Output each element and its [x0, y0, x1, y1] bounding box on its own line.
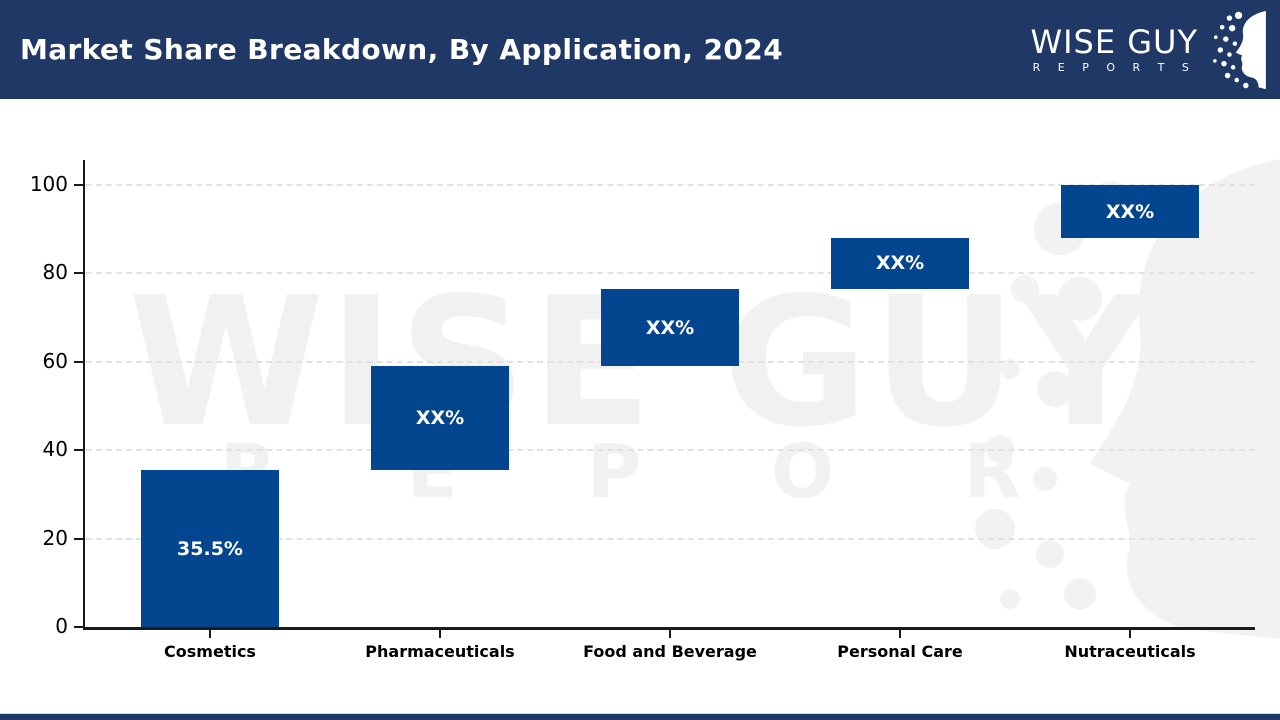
bar: XX%: [831, 238, 969, 289]
x-tick-label: Nutraceuticals: [1064, 642, 1196, 661]
bar-label: XX%: [1105, 200, 1155, 223]
bar-label: XX%: [415, 407, 465, 430]
y-tick-label: 100: [29, 172, 68, 196]
footer-bar: [0, 713, 1280, 720]
page-title: Market Share Breakdown, By Application, …: [20, 33, 784, 66]
y-gridline: [86, 537, 1255, 540]
y-tick-label: 40: [42, 437, 68, 462]
x-tick-mark: [899, 630, 901, 638]
y-tick-label: 60: [42, 348, 68, 373]
bar: 35.5%: [141, 470, 279, 627]
brand-logo: WISE GUY R E P O R T S: [1030, 6, 1266, 94]
x-tick-label: Food and Beverage: [583, 642, 757, 661]
y-tick-mark: [74, 449, 83, 452]
y-gridline: [86, 184, 1255, 186]
logo-wordmark-top: WISE GUY: [1030, 22, 1198, 61]
y-axis-line: [83, 160, 85, 629]
x-axis-line: [83, 627, 1255, 630]
x-tick-mark: [209, 630, 211, 638]
y-tick-label: 0: [55, 614, 68, 638]
y-tick-label: 80: [42, 260, 68, 285]
logo-wordmark: WISE GUY R E P O R T S: [1030, 22, 1198, 75]
y-tick-mark: [74, 272, 83, 275]
bar-label: XX%: [875, 252, 925, 275]
logo-face-icon: [1213, 10, 1266, 90]
header-bar: Market Share Breakdown, By Application, …: [0, 0, 1280, 99]
y-tick-mark: [74, 626, 83, 628]
bar-label: 35.5%: [177, 537, 243, 560]
y-tick-mark: [74, 537, 83, 540]
bar: XX%: [1061, 185, 1199, 239]
x-tick-label: Cosmetics: [164, 642, 256, 661]
y-tick-mark: [74, 184, 83, 186]
y-gridline: [86, 449, 1255, 452]
bar: XX%: [371, 366, 509, 471]
x-tick-mark: [439, 630, 441, 638]
y-tick-mark: [74, 360, 83, 363]
bar-label: XX%: [645, 316, 695, 339]
y-tick-label: 20: [42, 525, 68, 550]
x-tick-mark: [669, 630, 671, 638]
bar: XX%: [601, 288, 739, 367]
logo-wordmark-bottom: R E P O R T S: [1032, 61, 1196, 75]
y-gridline: [86, 272, 1255, 275]
x-tick-label: Personal Care: [837, 642, 963, 661]
x-tick-mark: [1129, 630, 1131, 638]
x-tick-label: Pharmaceuticals: [365, 642, 515, 661]
